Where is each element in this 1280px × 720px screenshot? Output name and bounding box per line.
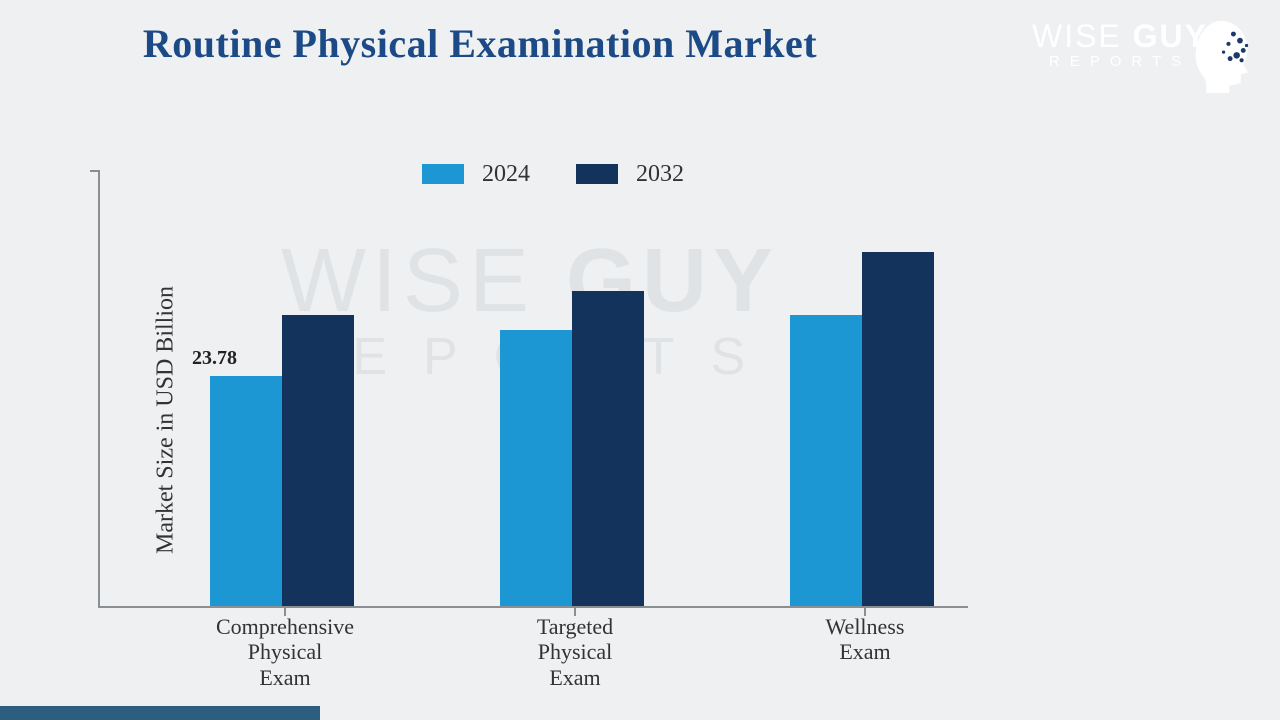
- category-label: ComprehensivePhysicalExam: [175, 614, 395, 690]
- bar-2024: [500, 330, 572, 606]
- x-axis: [98, 606, 968, 608]
- category-label: TargetedPhysicalExam: [465, 614, 685, 690]
- bar-2032: [572, 291, 644, 606]
- category-label: WellnessExam: [755, 614, 975, 665]
- y-tick: [90, 170, 98, 172]
- bar-2032: [862, 252, 934, 606]
- canvas: WISE GUY REPORTS Routine Physical Examin…: [0, 0, 1280, 720]
- chart-title: Routine Physical Examination Market: [0, 20, 960, 67]
- bar-2024: [210, 376, 282, 606]
- x-tick: [864, 608, 866, 616]
- bar-2024: [790, 315, 862, 606]
- value-label: 23.78: [192, 347, 237, 370]
- x-tick: [574, 608, 576, 616]
- plot-area: 23.78: [100, 170, 968, 606]
- chart: Market Size in USD Billion 2024 2032 23.…: [98, 170, 968, 670]
- x-tick: [284, 608, 286, 616]
- logo-text-a: WISE: [1032, 18, 1122, 54]
- head-icon: [1176, 16, 1258, 98]
- bar-2032: [282, 315, 354, 606]
- bottom-strip: [0, 706, 320, 720]
